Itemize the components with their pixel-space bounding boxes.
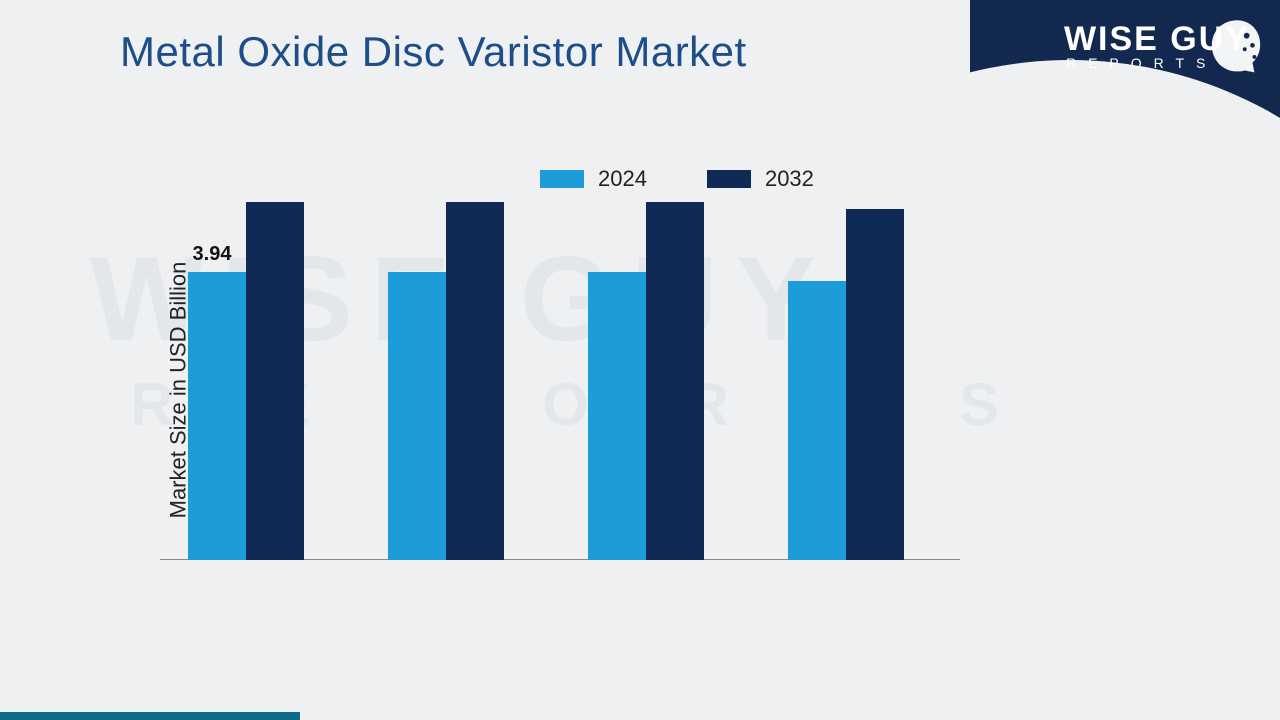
bottom-accent-bar <box>0 712 300 720</box>
bar-2024 <box>388 272 446 560</box>
bar-2032 <box>446 202 504 560</box>
plot-area: 3.94high-voltage power distribution syst… <box>160 180 960 560</box>
bar-value-label: 3.94 <box>172 243 252 266</box>
chart-area: Market Size in USD Billion 3.94high-volt… <box>110 150 960 630</box>
stage: Metal Oxide Disc Varistor Market WISE GU… <box>0 0 1280 720</box>
bar-2032 <box>846 209 904 560</box>
bar-2024 <box>188 272 246 560</box>
chart-title: Metal Oxide Disc Varistor Market <box>120 28 747 76</box>
bar-2024 <box>588 272 646 560</box>
bar-2032 <box>646 202 704 560</box>
logo-head-icon <box>1208 18 1266 92</box>
bar-2024 <box>788 281 846 560</box>
bar-2032 <box>246 202 304 560</box>
